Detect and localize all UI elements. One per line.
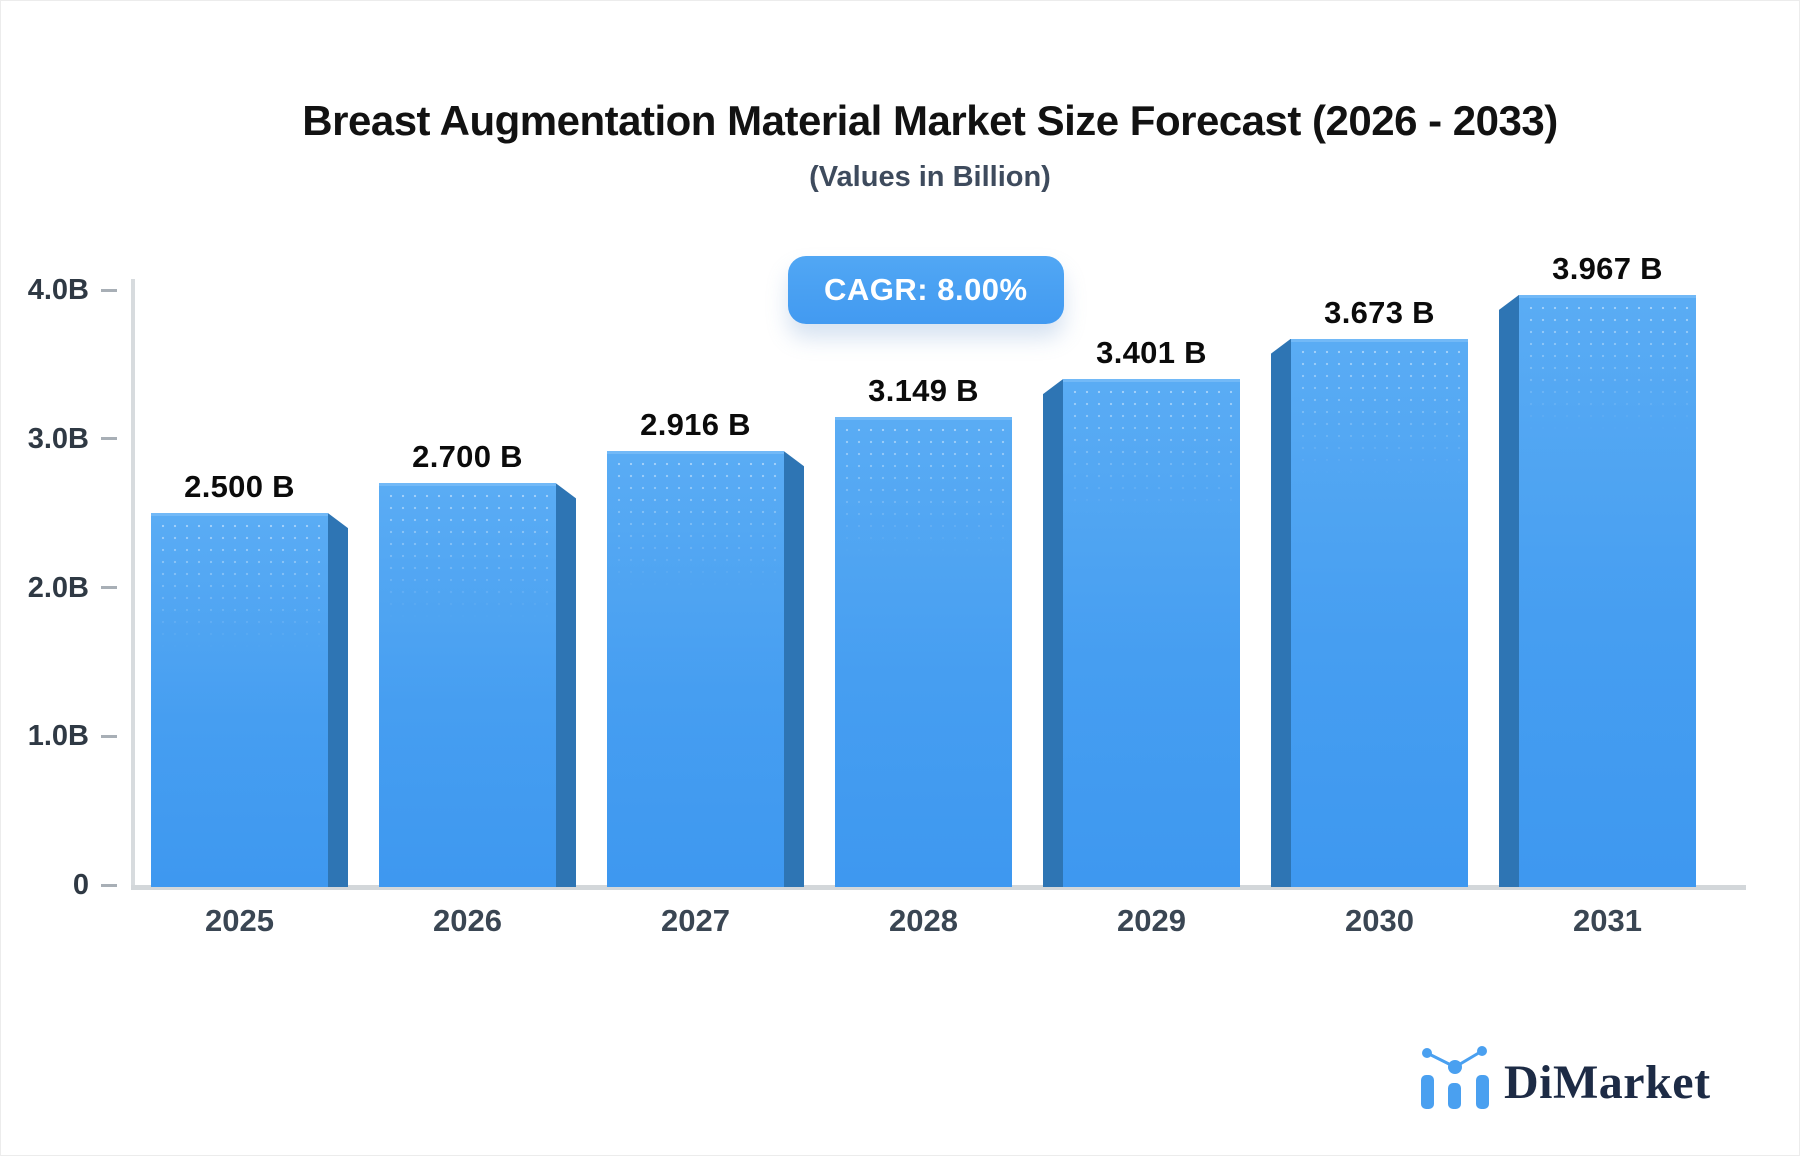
y-tick-mark <box>101 734 117 738</box>
bar-3d-side <box>1043 379 1063 887</box>
bar-chart-logo-icon <box>1421 1046 1489 1109</box>
bar-2028 <box>835 416 1012 887</box>
bar-value-label: 3.673 B <box>1324 294 1435 330</box>
x-axis-baseline <box>131 885 1746 890</box>
y-tick-label: 2.0B <box>27 571 89 604</box>
y-tick-mark <box>101 437 117 441</box>
bar-value-label: 3.149 B <box>868 372 979 408</box>
bar-2029 <box>1063 379 1240 887</box>
bar-3d-side <box>1499 294 1519 887</box>
bar-2026 <box>379 483 556 887</box>
bar-2031 <box>1519 294 1696 887</box>
y-tick-label: 3.0B <box>27 422 89 455</box>
bar-3d-side <box>328 513 348 887</box>
x-axis-label-2026: 2026 <box>433 903 502 938</box>
brand-name: DiMarket <box>1504 1056 1711 1109</box>
bar-3d-side <box>784 451 804 887</box>
bar-2027 <box>607 451 784 887</box>
y-axis-line <box>131 279 135 890</box>
cagr-badge: CAGR: 8.00% <box>788 256 1064 324</box>
x-axis-label-2028: 2028 <box>889 903 958 938</box>
x-axis-label-2029: 2029 <box>1117 903 1186 938</box>
bar-2025 <box>151 513 328 887</box>
x-axis-label-2027: 2027 <box>661 903 730 938</box>
x-axis-label-2025: 2025 <box>205 903 274 938</box>
bar-2030 <box>1291 338 1468 887</box>
bar-value-label: 2.500 B <box>184 469 295 505</box>
bar-3d-side <box>1271 338 1291 887</box>
y-tick-mark <box>101 288 117 292</box>
x-axis-label-2030: 2030 <box>1345 903 1414 938</box>
y-tick-label: 0 <box>72 869 89 901</box>
y-tick-label: 1.0B <box>27 720 89 753</box>
bar-3d-side <box>556 483 576 887</box>
chart-subtitle: (Values in Billion) <box>809 161 1051 193</box>
bar-value-label: 3.401 B <box>1096 335 1207 371</box>
y-tick-label: 4.0B <box>27 274 89 306</box>
bar-value-label: 3.967 B <box>1552 250 1663 286</box>
bar-value-label: 2.916 B <box>640 407 751 443</box>
x-axis-label-2031: 2031 <box>1573 903 1642 938</box>
y-tick-mark <box>101 883 117 887</box>
y-tick-mark <box>101 586 117 589</box>
bar-value-label: 2.700 B <box>412 439 523 475</box>
brand-logo: DiMarket <box>1419 1045 1711 1109</box>
chart-title: Breast Augmentation Material Market Size… <box>302 97 1558 144</box>
